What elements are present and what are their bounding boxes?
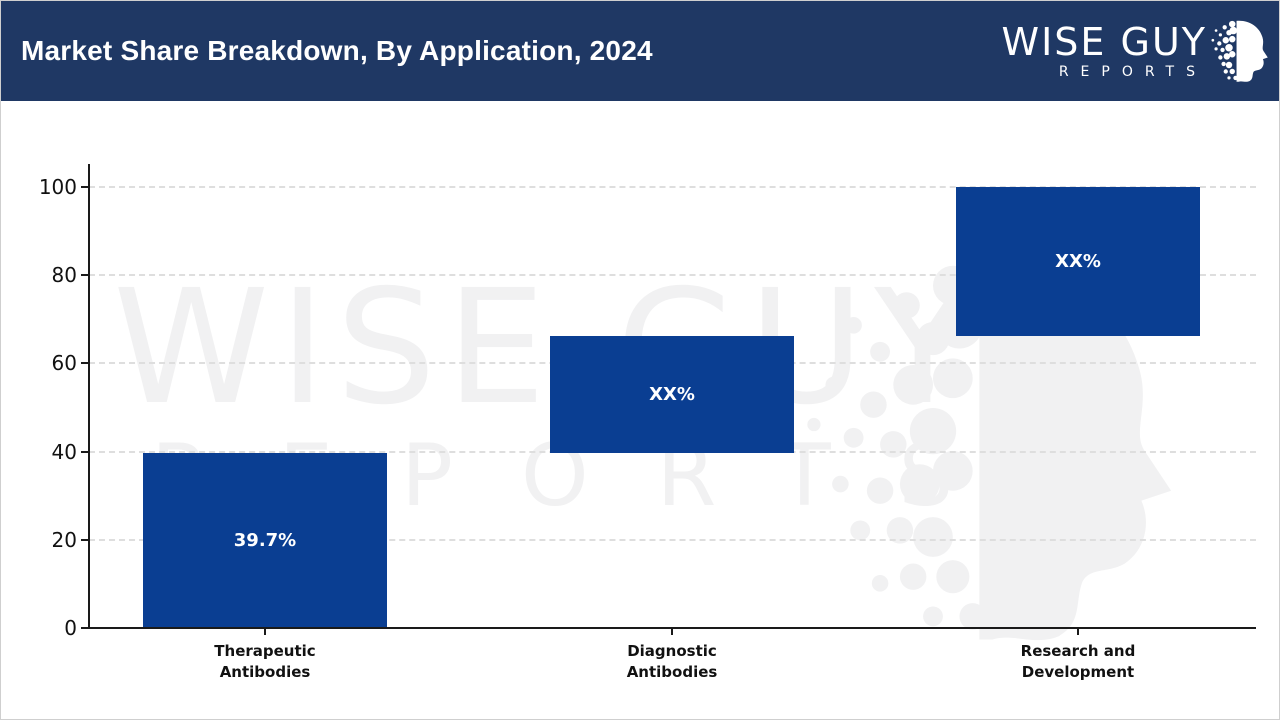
y-tick-mark-20 <box>81 538 89 541</box>
logo-text: WISE GUY REPORTS <box>1002 23 1207 80</box>
y-tick-label-100: 100 <box>38 175 77 199</box>
y-tick-label-20: 20 <box>51 527 77 552</box>
bar-segment: 39.7% <box>143 452 387 628</box>
watermark-wordmark: WISE GUY <box>113 256 981 440</box>
category-label-line: Antibodies <box>626 663 718 681</box>
wise-guy-reports-logo: WISE GUY REPORTS <box>1002 1 1271 101</box>
category-label: Therapeutic Antibodies <box>145 641 385 683</box>
y-tick-mark-0 <box>81 627 89 629</box>
logo-dotted-face-icon <box>1211 20 1268 82</box>
y-tick-mark-100 <box>81 186 89 188</box>
x-axis-line <box>88 627 1256 629</box>
bar-value-label: 39.7% <box>233 529 297 551</box>
bar-segment: XX% <box>956 187 1200 337</box>
bar-value-label: XX% <box>1055 251 1101 273</box>
category-label-line: Antibodies <box>219 663 311 681</box>
y-tick-label-40: 40 <box>51 439 77 464</box>
logo-subtitle: REPORTS <box>1058 63 1207 80</box>
x-tick-mark-0 <box>264 628 266 635</box>
y-tick-mark-40 <box>81 450 89 453</box>
category-label: Diagnostic Antibodies <box>552 641 792 683</box>
gridline-20 <box>89 538 1256 541</box>
gridline-100 <box>89 186 1256 188</box>
category-label-line: Diagnostic <box>627 642 717 660</box>
logo-wordmark: WISE GUY <box>1001 19 1207 64</box>
bar-segment: XX% <box>550 336 794 453</box>
header: Market Share Breakdown, By Application, … <box>1 1 1279 101</box>
y-tick-label-60: 60 <box>51 351 77 376</box>
y-tick-mark-80 <box>81 274 89 277</box>
x-tick-mark-1 <box>671 628 673 635</box>
y-tick-mark-60 <box>81 362 89 365</box>
category-label-line: Therapeutic <box>214 642 316 660</box>
gridline-80 <box>89 274 1256 277</box>
y-axis-line <box>88 164 90 629</box>
x-tick-mark-2 <box>1077 628 1079 635</box>
category-label: Research and Development <box>958 641 1198 683</box>
bar-value-label: XX% <box>649 383 695 405</box>
category-label-line: Development <box>1021 663 1135 681</box>
page-title: Market Share Breakdown, By Application, … <box>21 35 653 66</box>
category-label-line: Research and <box>1020 642 1136 660</box>
y-tick-label-0: 0 <box>64 616 77 640</box>
y-tick-label-80: 80 <box>51 263 77 288</box>
